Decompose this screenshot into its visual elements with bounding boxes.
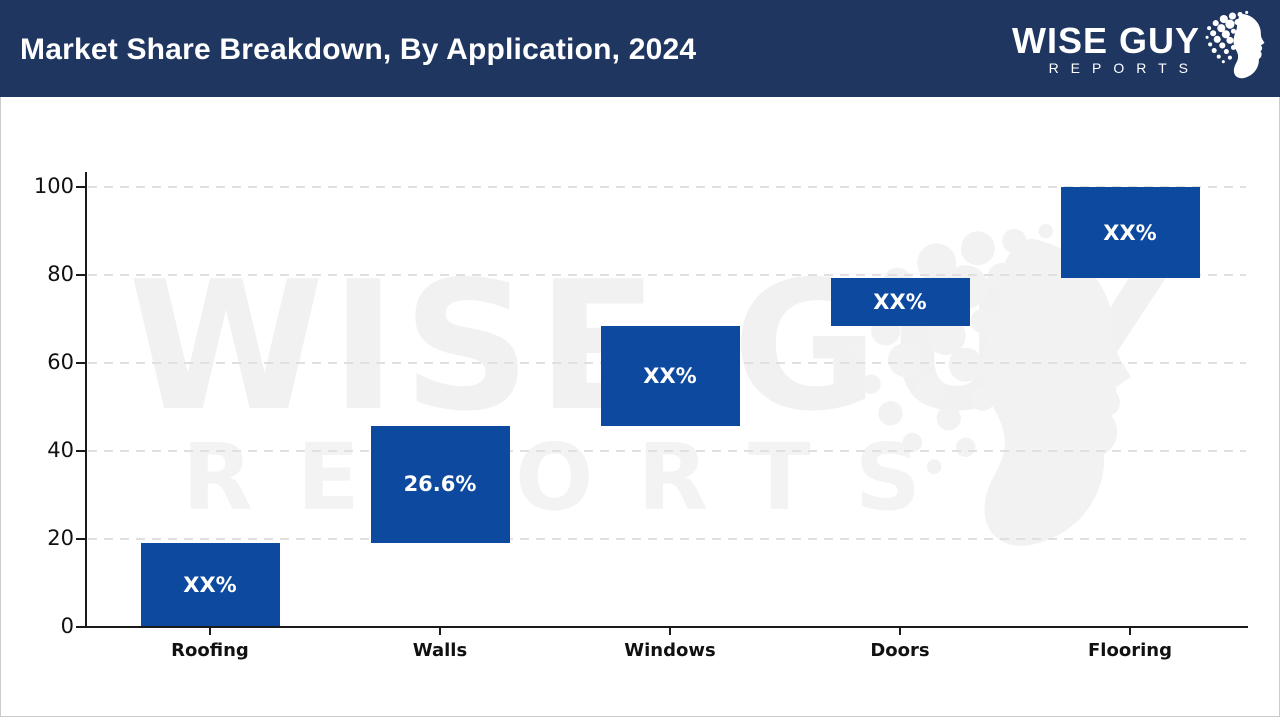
header-bar: Market Share Breakdown, By Application, …	[0, 0, 1280, 97]
y-axis-tick-label: 80	[47, 262, 74, 286]
gridline	[88, 274, 1246, 276]
y-axis-tick	[76, 362, 86, 364]
x-axis-line	[85, 626, 1248, 628]
bar-value-label: XX%	[643, 363, 697, 388]
x-axis-tick	[1129, 628, 1131, 635]
y-axis-tick	[76, 186, 86, 188]
x-axis-category-label: Walls	[412, 640, 468, 661]
y-axis-tick-label: 40	[47, 438, 74, 462]
bar-segment-flooring: XX%	[1060, 187, 1200, 279]
gridline	[88, 538, 1246, 540]
x-axis-category-label: Flooring	[1088, 640, 1172, 661]
bar-value-label: XX%	[873, 290, 927, 315]
bar-value-label: XX%	[183, 572, 237, 597]
frame-border-bottom	[0, 716, 1280, 717]
wiseguy-logo: WISE GUY REPORTS	[1012, 6, 1268, 92]
y-axis-tick-label: 20	[47, 526, 74, 550]
bar-segment-walls: 26.6%	[370, 425, 510, 543]
gridline	[88, 186, 1246, 188]
y-axis-tick-label: 60	[47, 350, 74, 374]
y-axis-tick	[76, 538, 86, 540]
y-axis-tick	[76, 450, 86, 452]
x-axis-tick	[899, 628, 901, 635]
y-axis-tick-label: 100	[33, 174, 74, 198]
page-title: Market Share Breakdown, By Application, …	[20, 33, 697, 66]
wiseguy-head-icon	[1205, 10, 1265, 79]
bar-segment-roofing: XX%	[140, 542, 280, 627]
frame-border-left	[0, 97, 1, 716]
y-axis-tick	[76, 274, 86, 276]
logo-brand-subtitle: REPORTS	[1048, 60, 1200, 77]
bar-segment-windows: XX%	[600, 326, 740, 426]
y-axis-tick	[76, 626, 86, 628]
wiseguy-logo-text: WISE GUY REPORTS	[1011, 19, 1200, 77]
bar-segment-doors: XX%	[830, 278, 970, 327]
x-axis-category-label: Windows	[624, 640, 716, 661]
logo-brand-name: WISE GUY	[1011, 19, 1200, 61]
y-axis-line	[85, 172, 87, 628]
bar-value-label: 26.6%	[403, 472, 477, 497]
x-axis-tick	[209, 628, 211, 635]
x-axis-tick	[669, 628, 671, 635]
gridline	[88, 450, 1246, 452]
watermark-brand-subtext: REPORTS	[182, 424, 966, 531]
y-axis-tick-label: 0	[60, 614, 74, 638]
x-axis-category-label: Doors	[870, 640, 930, 661]
bar-value-label: XX%	[1103, 220, 1157, 245]
x-axis-tick	[439, 628, 441, 635]
x-axis-category-label: Roofing	[171, 640, 249, 661]
